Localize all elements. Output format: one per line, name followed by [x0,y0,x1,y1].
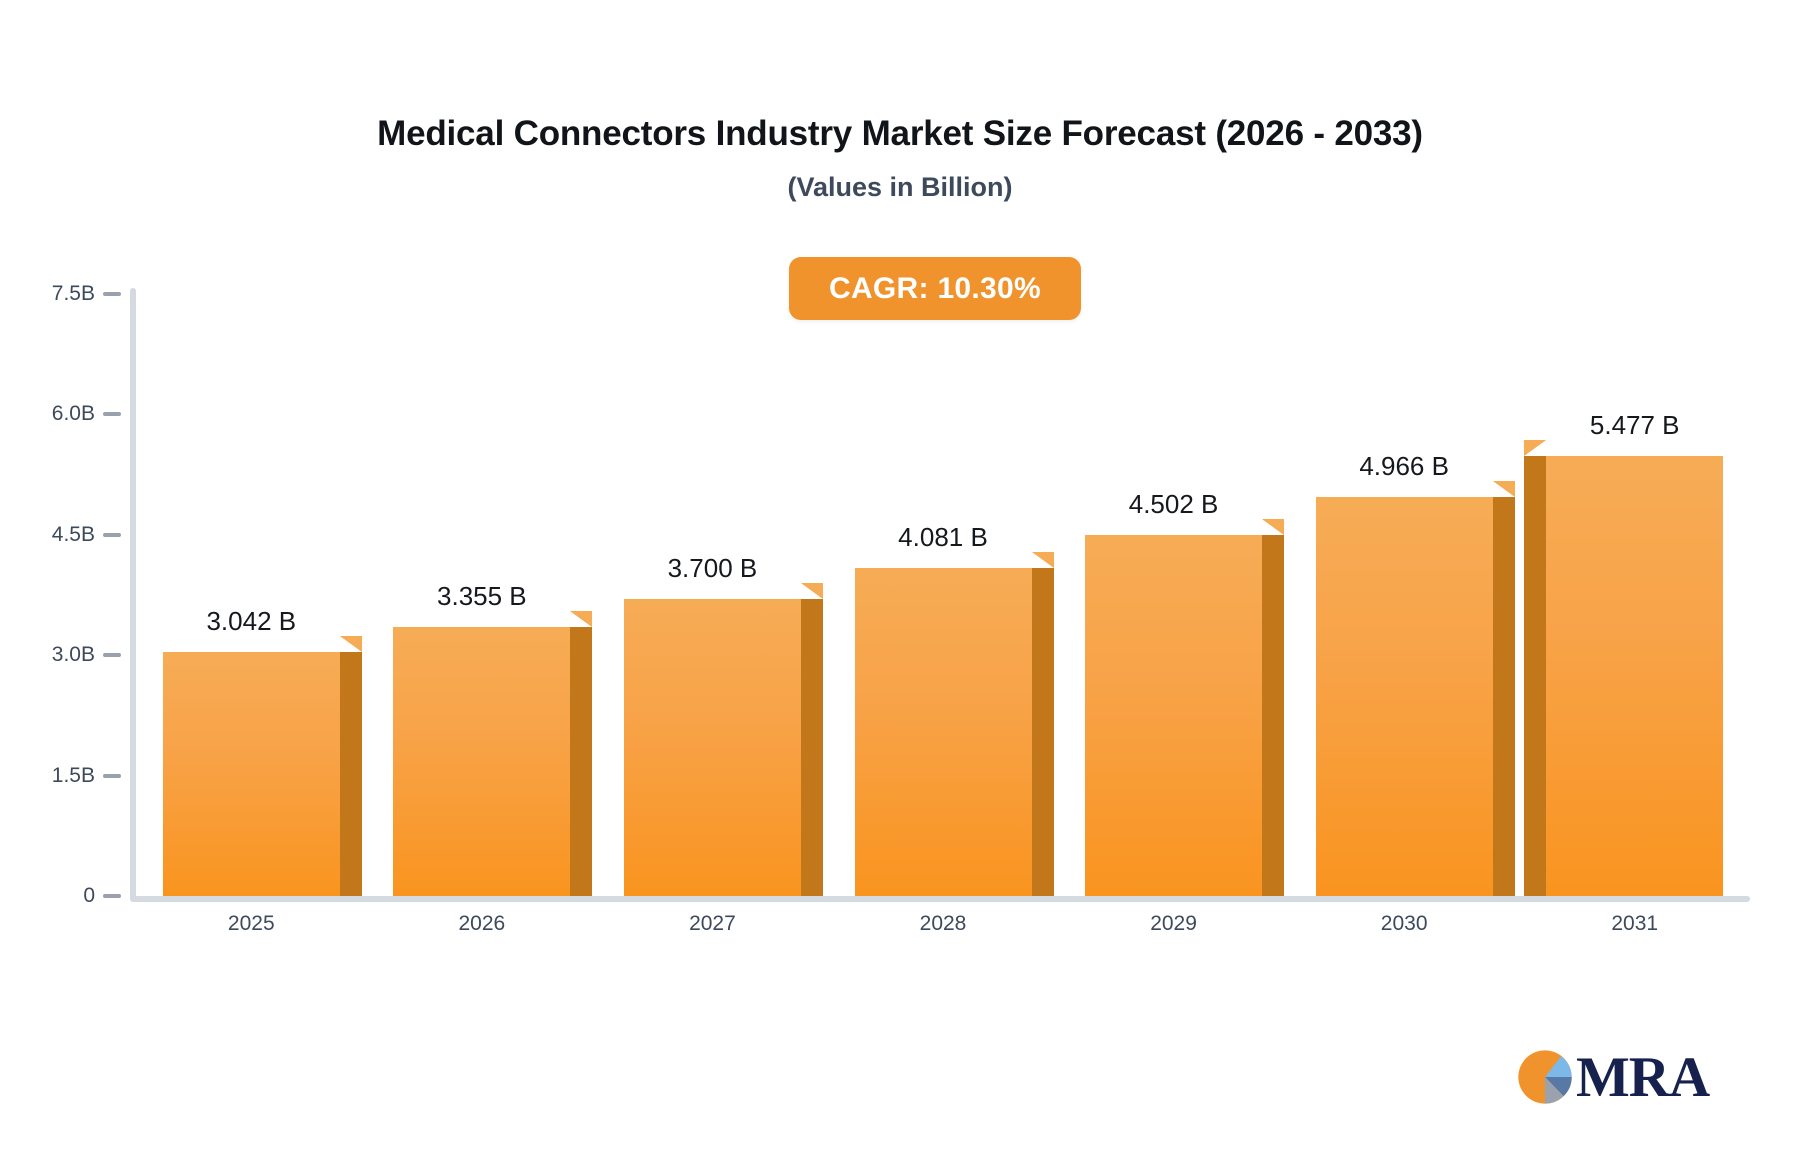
x-axis-tick-label: 2026 [458,912,506,935]
bar-side-face [1262,534,1285,896]
bar-value-label: 4.502 B [1128,488,1219,519]
y-axis-tick-label: 7.5B [51,282,95,305]
y-axis-tick [103,292,121,296]
bar-face [162,651,340,896]
bar-top-face [339,635,362,652]
bar-face [1085,534,1263,896]
bar-value-label: 3.700 B [667,553,758,583]
x-axis-tick-label: 2027 [689,912,736,935]
y-axis-tick-label: 6.0B [51,402,95,426]
x-axis-line [130,896,1750,902]
bar-side-face [339,651,362,896]
y-axis-tick-label: 3.0B [51,643,95,667]
bar[interactable]: 5.477 B [1524,410,1724,896]
bar-top-face [570,610,593,627]
chart-subtitle: (Values in Billion) [787,172,1013,202]
pie-chart-icon [1518,1050,1572,1104]
cagr-badge: CAGR: 10.30% [789,257,1081,320]
x-axis-tick-label: 2025 [227,912,275,935]
bar[interactable]: 4.502 B [1085,489,1285,896]
cagr-badge-label: CAGR: 10.30% [828,271,1041,305]
x-axis-tick-label: 2029 [1150,912,1197,935]
y-axis-tick [103,894,121,898]
y-axis-tick-label: 0 [83,884,95,907]
x-axis-tick-label: 2030 [1380,912,1428,935]
bar-value-label: 3.355 B [437,580,527,611]
bar-value-label: 4.966 B [1359,451,1449,482]
x-axis-tick-label: 2028 [919,912,967,935]
bar-side-face [1492,497,1515,896]
bar-side-face [1524,456,1547,896]
bar-face [854,568,1032,896]
y-axis-tick [103,412,121,417]
bar-top-face [800,583,823,599]
bar[interactable]: 3.355 B [393,581,593,896]
bar-value-label: 4.081 B [898,522,988,553]
y-axis-tick [103,773,121,778]
bar-top-face [1492,481,1515,498]
y-axis-tick-label: 1.5B [51,763,95,787]
bar-side-face [1031,568,1054,896]
bar-face [623,599,801,896]
bar[interactable]: 4.081 B [854,522,1054,896]
bar-top-face [1031,552,1054,569]
logo-text: MRA [1576,1045,1710,1109]
mra-logo: MRA [1516,1045,1710,1109]
bar-side-face [570,626,593,896]
bar[interactable]: 3.042 B [162,606,362,896]
y-axis-tick [103,653,121,658]
page-title: Medical Connectors Industry Market Size … [377,114,1423,153]
bar[interactable]: 3.700 B [623,553,823,896]
y-axis-tick-label: 4.5B [51,522,95,546]
bar[interactable]: 4.966 B [1315,451,1515,896]
x-axis-tick-label: 2031 [1611,912,1659,935]
bar-face [393,626,571,896]
y-axis-tick [103,532,121,537]
y-axis-line [130,288,136,902]
bar-face [1546,456,1724,896]
bar-value-label: 3.042 B [206,605,297,636]
bar-top-face [1524,440,1547,457]
bar-top-face [1262,518,1285,535]
bar-value-label: 5.477 B [1589,410,1680,441]
bar-face [1315,497,1493,896]
bar-side-face [800,599,823,896]
